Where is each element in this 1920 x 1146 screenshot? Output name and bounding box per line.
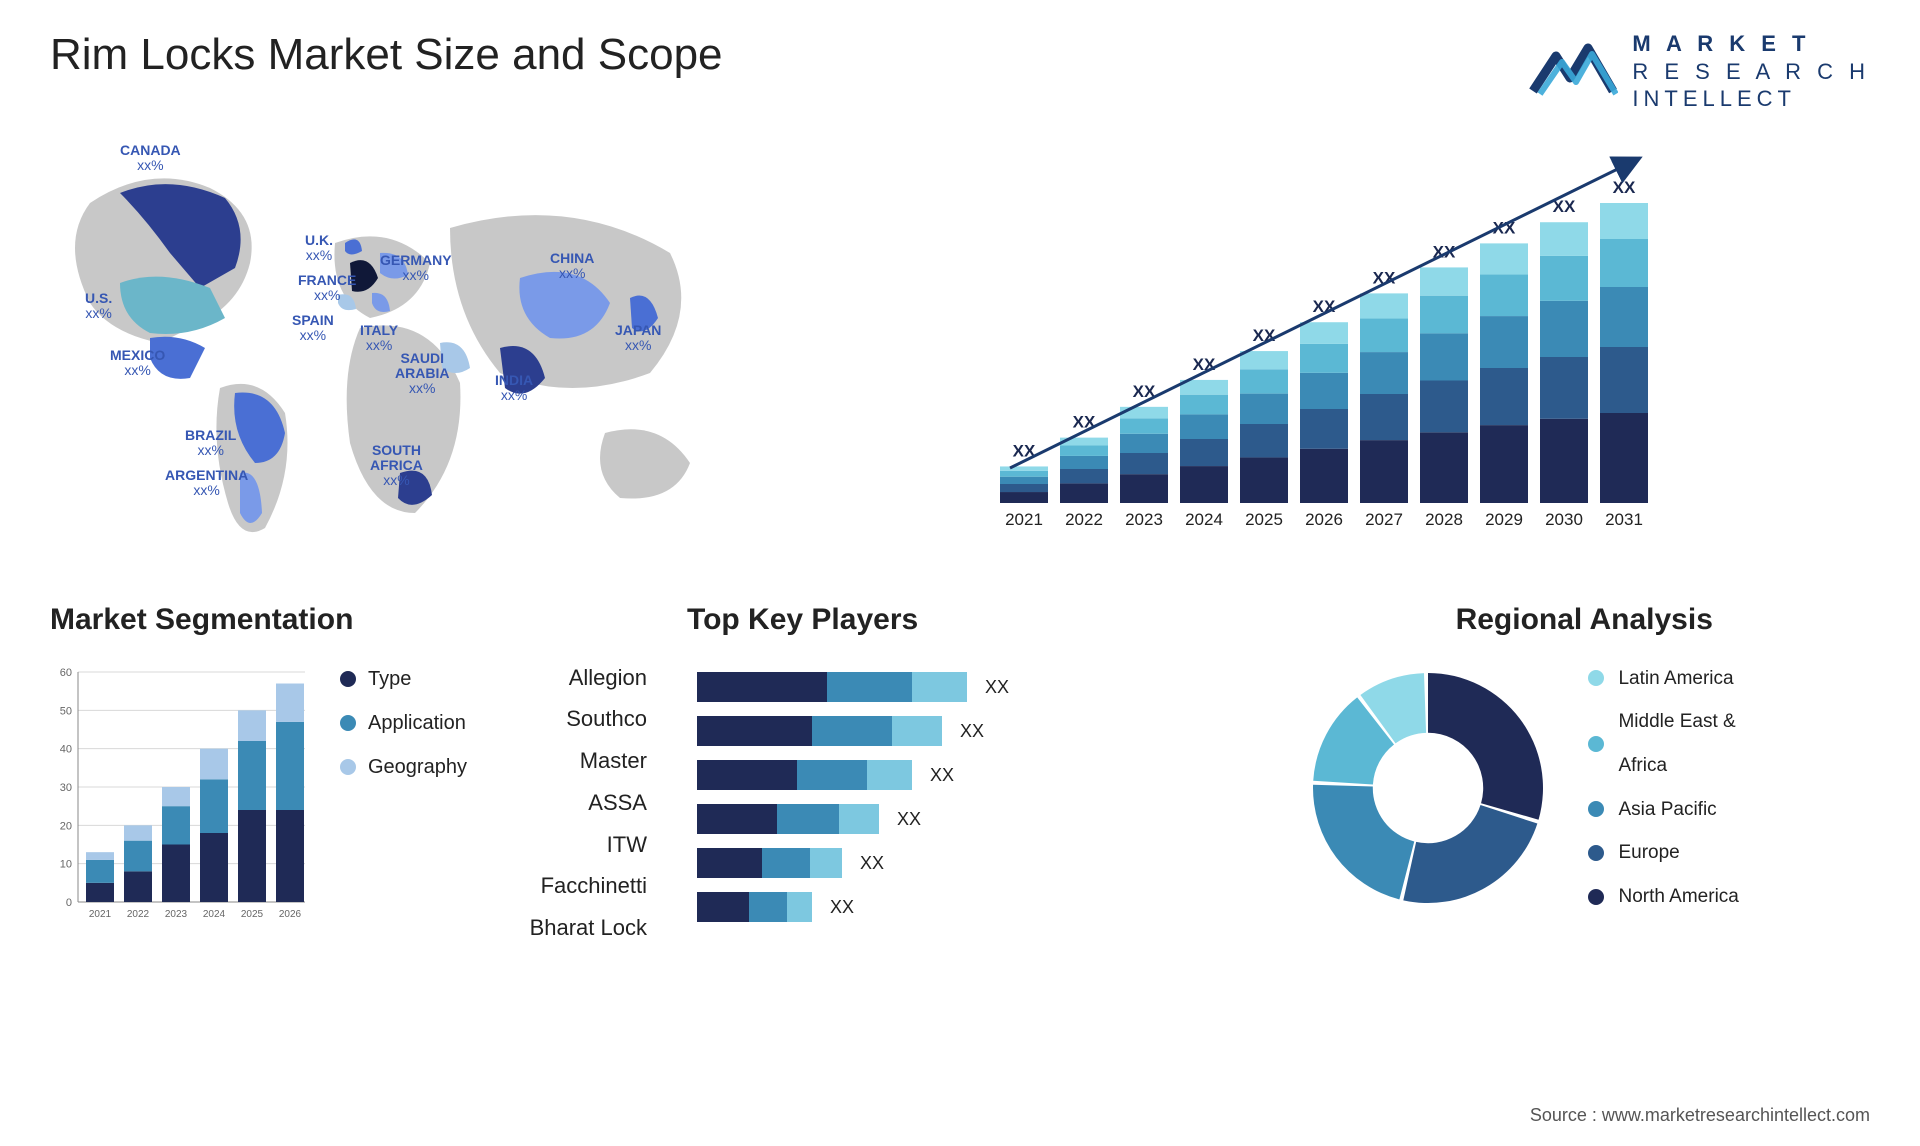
- logo-swoosh-icon: [1528, 36, 1618, 106]
- svg-text:50: 50: [60, 705, 72, 717]
- svg-text:XX: XX: [897, 809, 921, 829]
- page-title: Rim Locks Market Size and Scope: [50, 30, 723, 80]
- svg-text:2024: 2024: [203, 909, 226, 920]
- svg-text:2021: 2021: [89, 909, 112, 920]
- svg-text:20: 20: [60, 820, 72, 832]
- seg-legend-type: Type: [340, 657, 467, 701]
- map-label-germany: GERMANYxx%: [380, 253, 452, 284]
- svg-text:2026: 2026: [1305, 510, 1343, 529]
- map-label-us: U.S.xx%: [85, 291, 112, 322]
- svg-text:XX: XX: [860, 853, 884, 873]
- top-row: CANADAxx% U.S.xx% MEXICOxx% BRAZILxx% ARGENT…: [50, 133, 1870, 553]
- source-attribution: Source : www.marketresearchintellect.com: [1530, 1105, 1870, 1126]
- logo-line1: M A R K E T: [1632, 30, 1870, 58]
- svg-text:2030: 2030: [1545, 510, 1583, 529]
- logo-line3: INTELLECT: [1632, 85, 1870, 113]
- svg-text:2025: 2025: [1245, 510, 1283, 529]
- brand-logo: M A R K E T R E S E A R C H INTELLECT: [1528, 30, 1870, 113]
- map-label-argentina: ARGENTINAxx%: [165, 468, 248, 499]
- company-facchinetti: Facchinetti: [497, 865, 647, 907]
- company-southco: Southco: [497, 698, 647, 740]
- logo-line2: R E S E A R C H: [1632, 58, 1870, 86]
- svg-text:2022: 2022: [127, 909, 150, 920]
- players-title: Top Key Players: [687, 603, 1259, 637]
- growth-chart: XX2021XX2022XX2023XX2024XX2025XX2026XX20…: [980, 133, 1870, 553]
- donut-chart-svg: [1298, 658, 1558, 918]
- region-legend-latinamerica: Latin America: [1588, 657, 1738, 701]
- svg-text:2024: 2024: [1185, 510, 1223, 529]
- segmentation-chart-svg: 0 10 20 30 40 50 60 2021 2022 2023 2024 2025 2026: [50, 657, 310, 927]
- region-legend-northamerica: North America: [1588, 875, 1738, 919]
- svg-text:2025: 2025: [241, 909, 264, 920]
- players-chart-svg: XX XX XX XX XX XX: [687, 657, 1047, 937]
- svg-text:0: 0: [66, 897, 72, 909]
- svg-text:XX: XX: [960, 721, 984, 741]
- map-label-saudiarabia: SAUDIARABIAxx%: [395, 351, 449, 397]
- svg-text:2023: 2023: [165, 909, 188, 920]
- map-label-southafrica: SOUTHAFRICAxx%: [370, 443, 423, 489]
- region-legend-asiapacific: Asia Pacific: [1588, 788, 1738, 832]
- region-legend-middleeastafrica: Middle East &Africa: [1588, 700, 1738, 787]
- svg-text:10: 10: [60, 858, 72, 870]
- segmentation-panel: Market Segmentation 0 10 20 30 40 50 60 2021 202…: [50, 603, 647, 950]
- company-itw: ITW: [497, 824, 647, 866]
- svg-text:2026: 2026: [279, 909, 302, 920]
- svg-text:2021: 2021: [1005, 510, 1043, 529]
- company-assa: ASSA: [497, 782, 647, 824]
- world-map: CANADAxx% U.S.xx% MEXICOxx% BRAZILxx% ARGENT…: [50, 133, 940, 553]
- map-label-mexico: MEXICOxx%: [110, 348, 165, 379]
- map-label-india: INDIAxx%: [495, 373, 533, 404]
- seg-legend-application: Application: [340, 701, 467, 745]
- svg-text:40: 40: [60, 743, 72, 755]
- seg-legend-geography: Geography: [340, 745, 467, 789]
- growth-chart-svg: XX2021XX2022XX2023XX2024XX2025XX2026XX20…: [980, 133, 1700, 553]
- region-legend-europe: Europe: [1588, 831, 1738, 875]
- map-label-spain: SPAINxx%: [292, 313, 334, 344]
- svg-text:60: 60: [60, 667, 72, 679]
- header: Rim Locks Market Size and Scope M A R K …: [50, 30, 1870, 113]
- svg-text:2027: 2027: [1365, 510, 1403, 529]
- regional-legend: Latin AmericaMiddle East &AfricaAsia Pac…: [1588, 657, 1738, 919]
- map-label-france: FRANCExx%: [298, 273, 356, 304]
- svg-text:30: 30: [60, 782, 72, 794]
- segmentation-title: Market Segmentation: [50, 603, 647, 637]
- segmentation-legend: TypeApplicationGeography: [340, 657, 467, 789]
- svg-text:2031: 2031: [1605, 510, 1643, 529]
- company-allegion: Allegion: [497, 657, 647, 699]
- svg-text:2028: 2028: [1425, 510, 1463, 529]
- svg-text:2029: 2029: [1485, 510, 1523, 529]
- company-bharatlock: Bharat Lock: [497, 907, 647, 949]
- map-label-canada: CANADAxx%: [120, 143, 181, 174]
- svg-text:XX: XX: [830, 897, 854, 917]
- company-list: AllegionSouthcoMasterASSAITWFacchinettiB…: [497, 657, 647, 950]
- players-panel: Top Key Players XX XX XX XX XX XX: [687, 603, 1259, 950]
- map-label-italy: ITALYxx%: [360, 323, 398, 354]
- regional-title: Regional Analysis: [1298, 603, 1870, 637]
- logo-text: M A R K E T R E S E A R C H INTELLECT: [1632, 30, 1870, 113]
- svg-text:2023: 2023: [1125, 510, 1163, 529]
- svg-text:XX: XX: [930, 765, 954, 785]
- map-label-brazil: BRAZILxx%: [185, 428, 236, 459]
- map-label-japan: JAPANxx%: [615, 323, 661, 354]
- svg-text:XX: XX: [985, 677, 1009, 697]
- svg-text:XX: XX: [1613, 178, 1636, 197]
- company-master: Master: [497, 740, 647, 782]
- bottom-row: Market Segmentation 0 10 20 30 40 50 60 2021 202…: [50, 603, 1870, 950]
- regional-panel: Regional Analysis Latin AmericaMiddle Ea…: [1298, 603, 1870, 950]
- svg-text:2022: 2022: [1065, 510, 1103, 529]
- map-label-uk: U.K.xx%: [305, 233, 333, 264]
- map-label-china: CHINAxx%: [550, 251, 594, 282]
